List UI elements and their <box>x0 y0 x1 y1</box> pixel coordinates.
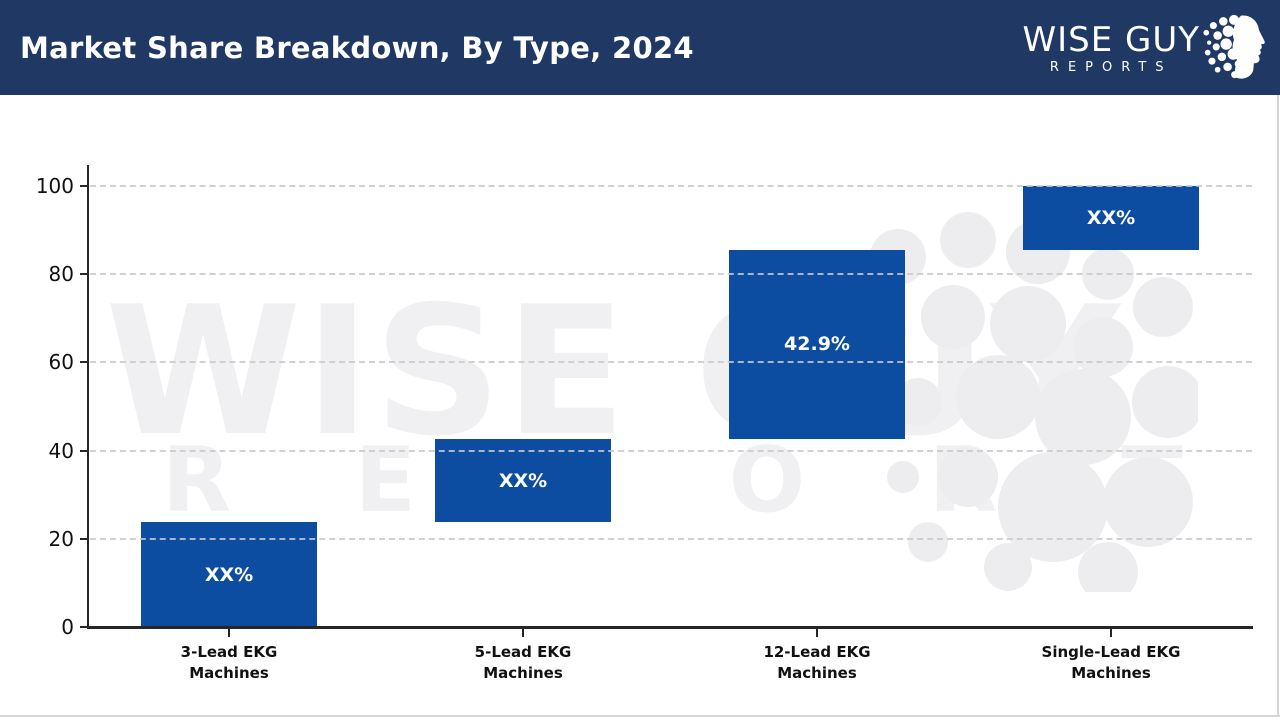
y-axis-tick-label-20: 20 <box>48 526 74 551</box>
gridline-60 <box>90 361 1252 364</box>
bar-single-lead-ekg-machines: XX% <box>1023 186 1199 250</box>
logo-name: WISE GUY <box>1022 19 1200 60</box>
y-axis-tick-60 <box>80 361 88 364</box>
page-bottom-border <box>0 715 1280 717</box>
logo-text: WISE GUY REPORTS <box>1022 21 1200 75</box>
x-axis-tick-single-lead-ekg-machines <box>1110 629 1112 637</box>
x-axis-tick-12-lead-ekg-machines <box>816 629 818 637</box>
x-category-line: Machines <box>777 664 857 682</box>
x-category-label-12-lead-ekg-machines: 12-Lead EKG Machines <box>707 642 927 684</box>
x-category-label-single-lead-ekg-machines: Single-Lead EKG Machines <box>1001 642 1221 684</box>
wiseguy-logo: WISE GUY REPORTS <box>1022 5 1266 91</box>
gridline-100 <box>90 185 1252 187</box>
logo-face-icon <box>1203 14 1265 79</box>
y-axis-tick-20 <box>80 537 88 540</box>
y-axis-tick-label-80: 80 <box>48 262 74 287</box>
y-axis-tick-100 <box>80 185 88 187</box>
gridline-40 <box>90 449 1252 452</box>
y-axis-tick-40 <box>80 449 88 452</box>
x-axis-tick-3-lead-ekg-machines <box>228 629 230 637</box>
logo-subtitle: REPORTS <box>1049 59 1173 75</box>
y-axis-tick-label-0: 0 <box>61 615 74 639</box>
bar-3-lead-ekg-machines: XX% <box>141 522 317 627</box>
watermark-face-icon <box>870 212 1198 592</box>
page-right-border <box>1277 95 1279 717</box>
x-category-label-5-lead-ekg-machines: 5-Lead EKG Machines <box>413 642 633 684</box>
x-category-line: 5-Lead EKG <box>474 643 572 661</box>
gridline-80 <box>90 273 1252 276</box>
x-axis-line <box>87 626 1253 629</box>
y-axis-tick-80 <box>80 273 88 276</box>
y-axis-line <box>87 165 89 629</box>
x-category-line: Machines <box>189 664 269 682</box>
bar-value-label-3-lead-ekg-machines: XX% <box>204 563 254 586</box>
bar-12-lead-ekg-machines: 42.9% <box>729 249 905 439</box>
y-axis-tick-label-60: 60 <box>48 350 74 375</box>
y-axis-tick-0 <box>80 626 88 628</box>
y-axis-tick-label-40: 40 <box>48 438 74 463</box>
x-category-line: Single-Lead EKG <box>1041 643 1181 661</box>
x-category-line: Machines <box>1071 664 1151 682</box>
header-bar: Market Share Breakdown, By Type, 2024 WI… <box>0 0 1280 95</box>
y-axis-tick-label-100: 100 <box>35 174 74 198</box>
bar-value-label-12-lead-ekg-machines: 42.9% <box>784 333 850 356</box>
x-category-label-3-lead-ekg-machines: 3-Lead EKG Machines <box>119 642 339 684</box>
bar-5-lead-ekg-machines: XX% <box>435 438 611 523</box>
x-category-line: Machines <box>483 664 563 682</box>
x-axis-tick-5-lead-ekg-machines <box>522 629 524 637</box>
gridline-20 <box>90 537 1252 540</box>
page-title: Market Share Breakdown, By Type, 2024 <box>20 30 694 65</box>
x-category-line: 12-Lead EKG <box>763 643 871 661</box>
bar-value-label-5-lead-ekg-machines: XX% <box>498 469 548 492</box>
x-category-line: 3-Lead EKG <box>180 643 278 661</box>
bar-value-label-single-lead-ekg-machines: XX% <box>1086 206 1136 229</box>
